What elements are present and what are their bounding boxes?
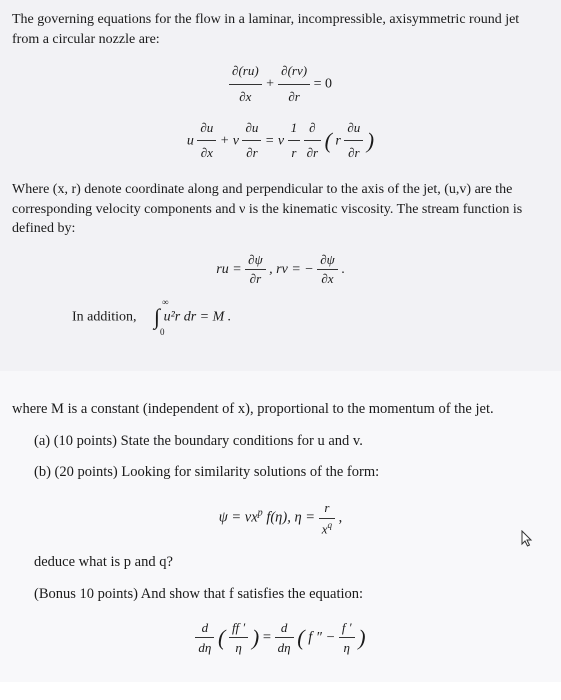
integral-icon: ∫ ∞ 0 xyxy=(154,302,160,333)
problem-statement-top: The governing equations for the flow in … xyxy=(0,0,561,371)
part-b: (b) (20 points) Looking for similarity s… xyxy=(12,462,549,484)
stream-function-definition: ru = ∂ψ∂r , rv = − ∂ψ∂x . xyxy=(12,251,549,288)
where-m-text: where M is a constant (independent of x)… xyxy=(12,399,549,421)
momentum-equation: u ∂u∂x + v ∂u∂r = ν 1r ∂∂r ( r ∂u∂r ) xyxy=(12,116,549,166)
problem-statement-bottom: where M is a constant (independent of x)… xyxy=(0,371,561,682)
deduce-text: deduce what is p and q? xyxy=(12,552,549,574)
similarity-form: ψ = νxp f(η), η = rxq , xyxy=(12,498,549,538)
intro-text: The governing equations for the flow in … xyxy=(12,10,549,49)
ode-equation: ddη ( ff ′η ) = ddη ( f ″ − f ′η ) xyxy=(12,618,549,658)
where-text: Where (x, r) denote coordinate along and… xyxy=(12,180,549,239)
continuity-equation: ∂(ru)∂x + ∂(rv)∂r = 0 xyxy=(12,59,549,109)
integral-constraint: In addition, ∫ ∞ 0 u²r dr = M . xyxy=(72,302,549,333)
bonus-text: (Bonus 10 points) And show that f satisf… xyxy=(12,584,549,606)
part-a: (a) (10 points) State the boundary condi… xyxy=(12,431,549,453)
